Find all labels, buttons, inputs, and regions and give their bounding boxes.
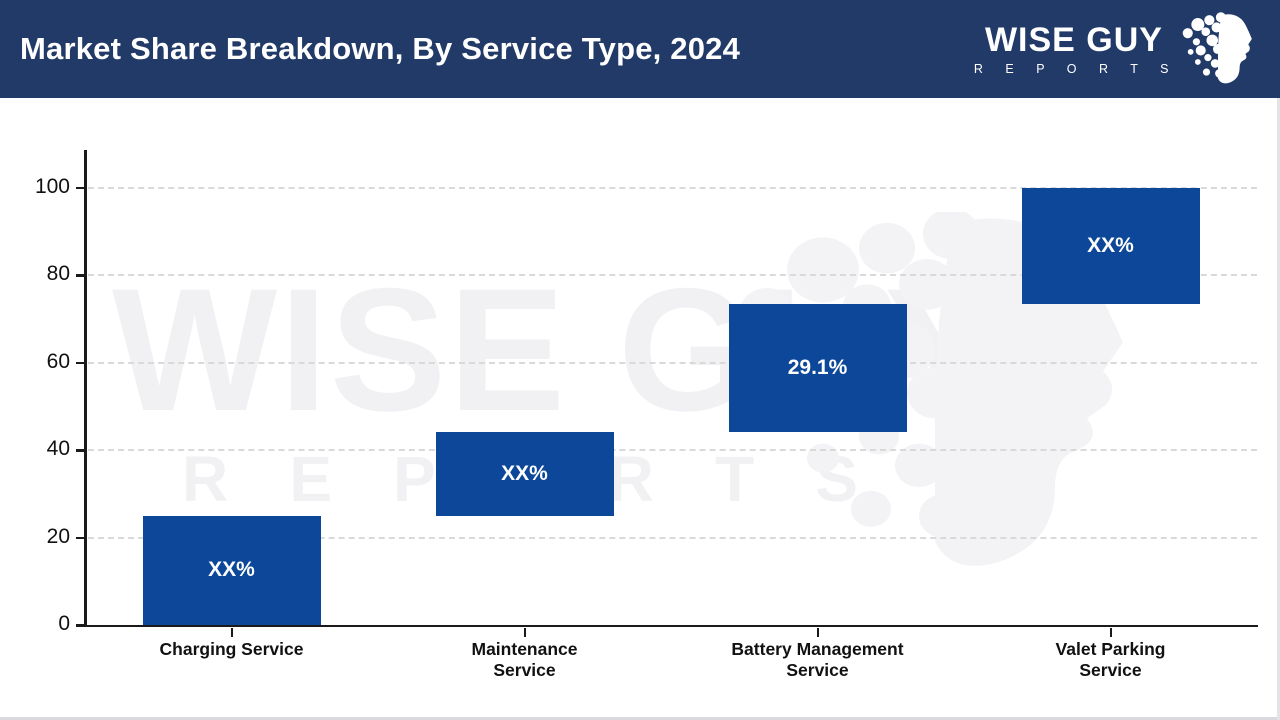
brand-logo: WISE GUY R E P O R T S xyxy=(970,9,1254,89)
category-label-2: Maintenance Service xyxy=(375,639,675,681)
category-label-3: Battery Management Service xyxy=(668,639,968,681)
gridline-20 xyxy=(88,536,1257,539)
brand-name: WISE GUY xyxy=(984,20,1163,59)
watermark-letter: E xyxy=(289,443,332,515)
watermark-letter: P xyxy=(393,443,436,515)
brand-face-dots-icon xyxy=(1182,12,1252,84)
gridline-40 xyxy=(88,449,1257,451)
category-label-1: Charging Service xyxy=(82,639,382,660)
bar-value-label: XX% xyxy=(501,461,548,485)
y-tick-0 xyxy=(76,624,85,627)
category-label-line: Valet Parking xyxy=(1055,639,1166,659)
category-label-line: Service xyxy=(786,660,849,680)
x-tick-4 xyxy=(1109,628,1112,637)
category-label-line: Charging Service xyxy=(159,639,304,659)
watermark-letter: T xyxy=(715,443,755,515)
bar-value-label: 29.1% xyxy=(787,355,848,379)
x-tick-3 xyxy=(816,628,819,637)
y-tick-label-0: 0 xyxy=(58,612,70,635)
y-tick-40 xyxy=(76,449,85,452)
brand-logo-text: WISE GUY R E P O R T S xyxy=(970,23,1178,76)
category-label-line: Service xyxy=(1079,660,1142,680)
bottom-edge-line xyxy=(0,717,1280,720)
x-tick-1 xyxy=(230,628,233,637)
y-tick-label-40: 40 xyxy=(46,437,70,460)
gridline-100 xyxy=(88,186,1257,189)
page-title: Market Share Breakdown, By Service Type,… xyxy=(20,31,741,66)
y-tick-label-80: 80 xyxy=(46,262,70,285)
watermark-letter: R xyxy=(182,443,229,515)
category-label-line: Battery Management xyxy=(731,639,904,659)
y-tick-label-60: 60 xyxy=(46,349,70,373)
category-label-4: Valet Parking Service xyxy=(961,639,1261,681)
gridline-60 xyxy=(88,361,1257,364)
y-tick-label-20: 20 xyxy=(46,524,70,548)
y-tick-100 xyxy=(76,186,85,189)
bar-value-label: XX% xyxy=(208,558,255,582)
y-tick-80 xyxy=(76,274,85,277)
watermark-letter: R xyxy=(607,443,654,515)
x-axis-line xyxy=(84,624,1258,627)
bar-battery-management-service: 29.1% xyxy=(728,304,907,432)
header-bar: Market Share Breakdown, By Service Type,… xyxy=(0,0,1280,98)
bar-value-label: XX% xyxy=(1087,233,1134,257)
bar-maintenance-service: XX% xyxy=(435,432,614,516)
category-label-line: Maintenance xyxy=(471,639,578,659)
y-tick-label-100: 100 xyxy=(34,174,70,198)
right-edge-line xyxy=(1277,98,1280,720)
y-axis-line xyxy=(84,150,87,627)
bar-charging-service: XX% xyxy=(142,515,321,625)
y-tick-60 xyxy=(76,361,85,364)
bar-valet-parking-service: XX% xyxy=(1021,187,1200,305)
brand-subtitle: R E P O R T S xyxy=(973,61,1178,76)
gridline-80 xyxy=(88,274,1257,276)
category-label-line: Service xyxy=(493,660,556,680)
x-tick-2 xyxy=(523,628,526,637)
y-tick-20 xyxy=(76,536,85,539)
